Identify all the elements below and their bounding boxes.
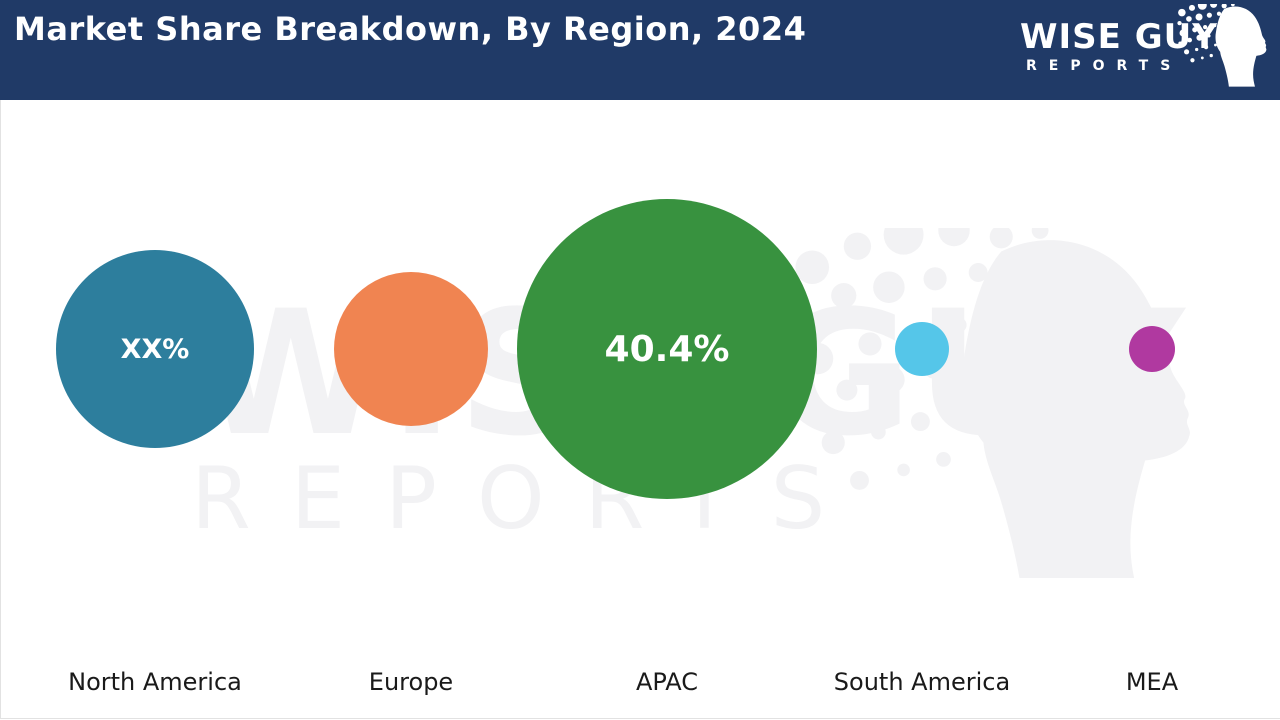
category-label-south-america: South America	[833, 668, 1011, 696]
bubble-europe[interactable]	[334, 272, 488, 426]
watermark-text-line2: REPORTS	[191, 449, 865, 549]
bubble-apac[interactable]: 40.4%	[517, 199, 817, 499]
header-bar: Market Share Breakdown, By Region, 2024 …	[0, 0, 1280, 100]
bubble-south-america[interactable]	[895, 322, 949, 376]
page-title: Market Share Breakdown, By Region, 2024	[14, 10, 807, 48]
bubble-value-apac: 40.4%	[604, 328, 730, 370]
category-label-apac: APAC	[635, 668, 699, 696]
logo-text-line1: WISE GUY	[1020, 17, 1218, 57]
chart-area: WISE GUY REPORTS XX% 40.4% North America…	[0, 100, 1280, 719]
category-label-mea: MEA	[1125, 668, 1179, 696]
bubble-value-north-america: XX%	[120, 333, 190, 365]
bubble-north-america[interactable]: XX%	[56, 250, 254, 448]
wise-guy-logo: WISE GUY REPORTS	[1020, 4, 1267, 87]
logo-text-line2: REPORTS	[1026, 58, 1182, 74]
category-label-europe: Europe	[368, 668, 454, 696]
category-label-north-america: North America	[68, 668, 242, 696]
watermark-head-icon	[792, 228, 1190, 578]
bubble-mea[interactable]	[1129, 326, 1175, 372]
